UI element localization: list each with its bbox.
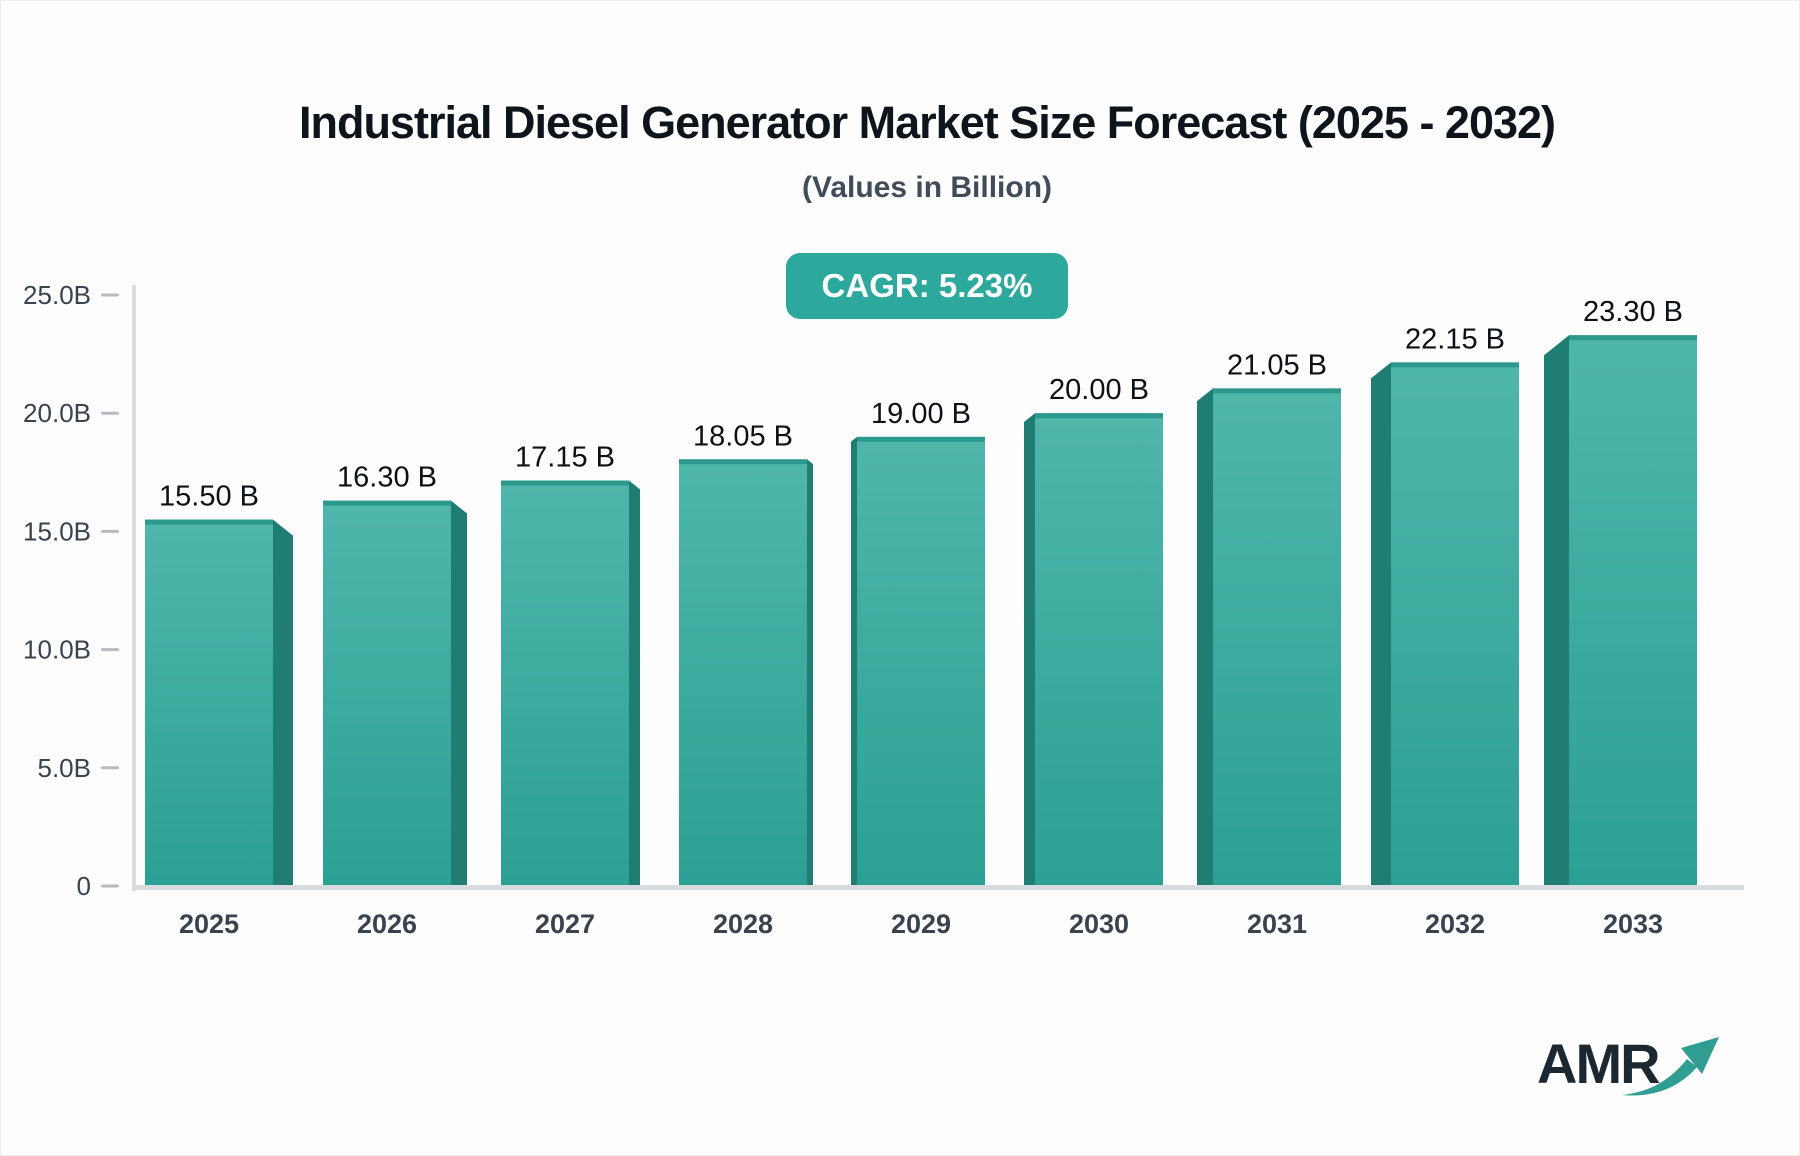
y-tick-label-10.0B: 10.0B bbox=[23, 635, 91, 665]
bar-front-face-2030 bbox=[1035, 413, 1163, 886]
bar-front-face-2026 bbox=[323, 500, 451, 886]
bar-group-2033 bbox=[1544, 335, 1697, 886]
x-tick-label-2030: 2030 bbox=[1069, 909, 1129, 939]
growth-arrow-head bbox=[1681, 1037, 1719, 1074]
y-tick-dash-5.0B bbox=[101, 766, 119, 770]
bar-group-2027 bbox=[501, 480, 640, 886]
bar-value-label-2031: 21.05 B bbox=[1227, 349, 1327, 381]
bar-value-label-2030: 20.00 B bbox=[1049, 374, 1149, 406]
bar-side-face-2027 bbox=[629, 480, 640, 885]
y-tick-label-5.0B: 5.0B bbox=[38, 753, 92, 783]
x-tick-label-2032: 2032 bbox=[1425, 909, 1485, 939]
bar-front-face-2032 bbox=[1391, 362, 1519, 886]
x-tick-label-2031: 2031 bbox=[1247, 909, 1307, 939]
bar-side-face-2025 bbox=[273, 519, 293, 885]
cagr-badge-row: CAGR: 5.23% bbox=[27, 253, 1799, 319]
bar-value-label-2029: 19.00 B bbox=[871, 398, 971, 430]
bar-side-face-2033 bbox=[1544, 335, 1569, 885]
x-tick-label-2028: 2028 bbox=[713, 909, 773, 939]
amr-logo-text: AMR bbox=[1537, 1032, 1661, 1095]
bar-side-face-2026 bbox=[451, 500, 467, 885]
bar-group-2025 bbox=[145, 519, 293, 886]
bar-top-edge-2025 bbox=[145, 519, 273, 525]
x-tick-label-2029: 2029 bbox=[891, 909, 951, 939]
bar-front-face-2033 bbox=[1569, 335, 1697, 886]
y-tick-dash-0 bbox=[101, 884, 119, 888]
chart-subtitle: (Values in Billion) bbox=[801, 171, 1053, 204]
bar-top-edge-2029 bbox=[857, 436, 985, 442]
bar-group-2028 bbox=[679, 459, 813, 886]
bar-front-face-2029 bbox=[857, 436, 985, 886]
x-tick-label-2025: 2025 bbox=[179, 909, 239, 939]
x-tick-label-2033: 2033 bbox=[1603, 909, 1663, 939]
y-tick-dash-20.0B bbox=[101, 411, 119, 415]
y-tick-label-20.0B: 20.0B bbox=[23, 398, 91, 428]
amr-logo: AMR bbox=[1537, 1031, 1757, 1121]
bar-top-edge-2032 bbox=[1391, 362, 1519, 368]
bar-top-edge-2031 bbox=[1213, 388, 1341, 394]
bar-group-2031 bbox=[1197, 388, 1341, 886]
y-tick-label-25.0B: 25.0B bbox=[23, 280, 91, 310]
bar-value-label-2027: 17.15 B bbox=[515, 442, 615, 474]
bar-top-edge-2026 bbox=[323, 500, 451, 506]
x-tick-label-2027: 2027 bbox=[535, 909, 595, 939]
y-tick-dash-10.0B bbox=[101, 648, 119, 652]
y-tick-dash-15.0B bbox=[101, 529, 119, 533]
bar-top-edge-2027 bbox=[501, 480, 629, 486]
bar-top-edge-2028 bbox=[679, 459, 807, 465]
bar-side-face-2031 bbox=[1197, 388, 1213, 885]
bar-value-label-2026: 16.30 B bbox=[337, 462, 437, 494]
bar-value-label-2032: 22.15 B bbox=[1405, 323, 1505, 355]
bar-top-edge-2030 bbox=[1035, 413, 1163, 419]
bar-front-face-2025 bbox=[145, 519, 273, 886]
x-axis-line bbox=[132, 885, 1744, 890]
growth-arrow-tail bbox=[1622, 1059, 1697, 1096]
bar-side-face-2028 bbox=[807, 459, 813, 885]
bar-front-face-2028 bbox=[679, 459, 807, 886]
bar-side-face-2032 bbox=[1371, 362, 1391, 885]
growth-arrow-icon bbox=[1622, 1037, 1719, 1096]
chart-title: Industrial Diesel Generator Market Size … bbox=[298, 97, 1556, 148]
bar-group-2032 bbox=[1371, 362, 1519, 886]
bar-group-2026 bbox=[323, 500, 467, 886]
y-tick-label-0: 0 bbox=[77, 871, 91, 901]
y-axis-line bbox=[132, 285, 136, 891]
cagr-badge: CAGR: 5.23% bbox=[785, 253, 1069, 319]
bar-value-label-2025: 15.50 B bbox=[159, 481, 259, 513]
y-tick-label-15.0B: 15.0B bbox=[23, 516, 91, 546]
bar-group-2030 bbox=[1024, 413, 1163, 886]
bar-side-face-2029 bbox=[851, 436, 857, 885]
bar-front-face-2027 bbox=[501, 480, 629, 886]
bar-side-face-2030 bbox=[1024, 413, 1035, 885]
bar-value-label-2028: 18.05 B bbox=[693, 420, 793, 452]
bar-group-2029 bbox=[851, 436, 985, 886]
x-tick-label-2026: 2026 bbox=[357, 909, 417, 939]
bar-top-edge-2033 bbox=[1569, 335, 1697, 341]
bar-value-label-2033: 23.30 B bbox=[1583, 296, 1683, 328]
bar-front-face-2031 bbox=[1213, 388, 1341, 886]
y-tick-dash-25.0B bbox=[101, 293, 119, 297]
